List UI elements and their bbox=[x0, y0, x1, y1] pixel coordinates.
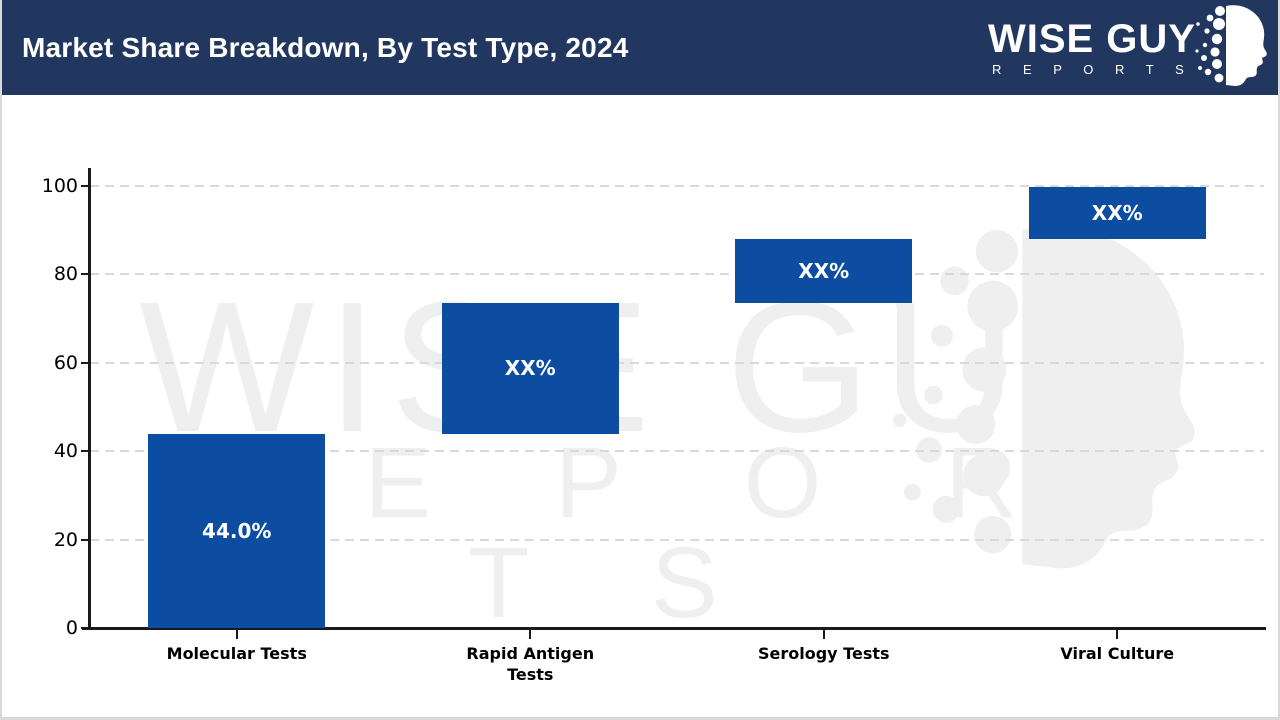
x-tick-serology-tests bbox=[822, 630, 825, 639]
page-title: Market Share Breakdown, By Test Type, 20… bbox=[22, 31, 629, 63]
y-tick-label-60: 60 bbox=[53, 351, 78, 374]
y-tick-20 bbox=[81, 538, 90, 541]
y-tick-label-40: 40 bbox=[53, 440, 78, 463]
y-tick-100 bbox=[81, 185, 90, 187]
y-tick-40 bbox=[81, 450, 90, 453]
x-axis bbox=[82, 627, 1266, 630]
dotted-head-profile-icon bbox=[1190, 2, 1268, 93]
bar-value-label-molecular-tests: 44.0% bbox=[202, 518, 272, 543]
gridline-40 bbox=[90, 450, 1264, 453]
bar-viral-culture bbox=[1028, 186, 1206, 240]
y-tick-label-80: 80 bbox=[53, 263, 78, 286]
x-tick-viral-culture bbox=[1116, 630, 1119, 639]
bar-rapid-antigen-tests bbox=[441, 303, 619, 434]
y-tick-label-100: 100 bbox=[41, 175, 78, 197]
wise-guy-logo: WISE GUY R E P O R T S bbox=[988, 2, 1278, 93]
logo-wordmark: WISE GUY bbox=[987, 16, 1196, 61]
x-tick-label-viral-culture: Viral Culture bbox=[1060, 644, 1175, 663]
x-tick-label-rapid-antigen-tests: Rapid Antigen Tests bbox=[466, 644, 595, 684]
bar-value-label-rapid-antigen-tests: XX% bbox=[504, 356, 556, 381]
y-tick-label-0: 0 bbox=[65, 617, 78, 639]
x-tick-rapid-antigen-tests bbox=[529, 630, 532, 639]
y-tick-label-20: 20 bbox=[53, 528, 78, 551]
y-tick-60 bbox=[81, 361, 90, 364]
y-axis bbox=[88, 168, 91, 630]
bar-serology-tests bbox=[735, 239, 913, 304]
header-bar: Market Share Breakdown, By Test Type, 20… bbox=[2, 0, 1278, 95]
bar-value-label-serology-tests: XX% bbox=[798, 259, 850, 284]
bar-value-label-viral-culture: XX% bbox=[1091, 200, 1143, 225]
logo-subtitle: R E P O R T S bbox=[991, 61, 1193, 77]
gridline-100 bbox=[90, 185, 1264, 187]
gridline-60 bbox=[90, 361, 1264, 364]
bar-molecular-tests bbox=[148, 433, 326, 628]
logo-text: WISE GUY R E P O R T S bbox=[988, 19, 1196, 77]
x-tick-label-molecular-tests: Molecular Tests bbox=[166, 644, 307, 663]
waterfall-chart: 0 20 40 60 80 100 44.0% Molecular Tests XX% Rapid… bbox=[2, 95, 1278, 717]
x-tick-molecular-tests bbox=[235, 630, 238, 639]
x-tick-label-serology-tests: Serology Tests bbox=[757, 644, 890, 663]
gridline-20 bbox=[90, 538, 1264, 541]
y-tick-80 bbox=[81, 273, 90, 276]
gridline-80 bbox=[90, 273, 1264, 276]
